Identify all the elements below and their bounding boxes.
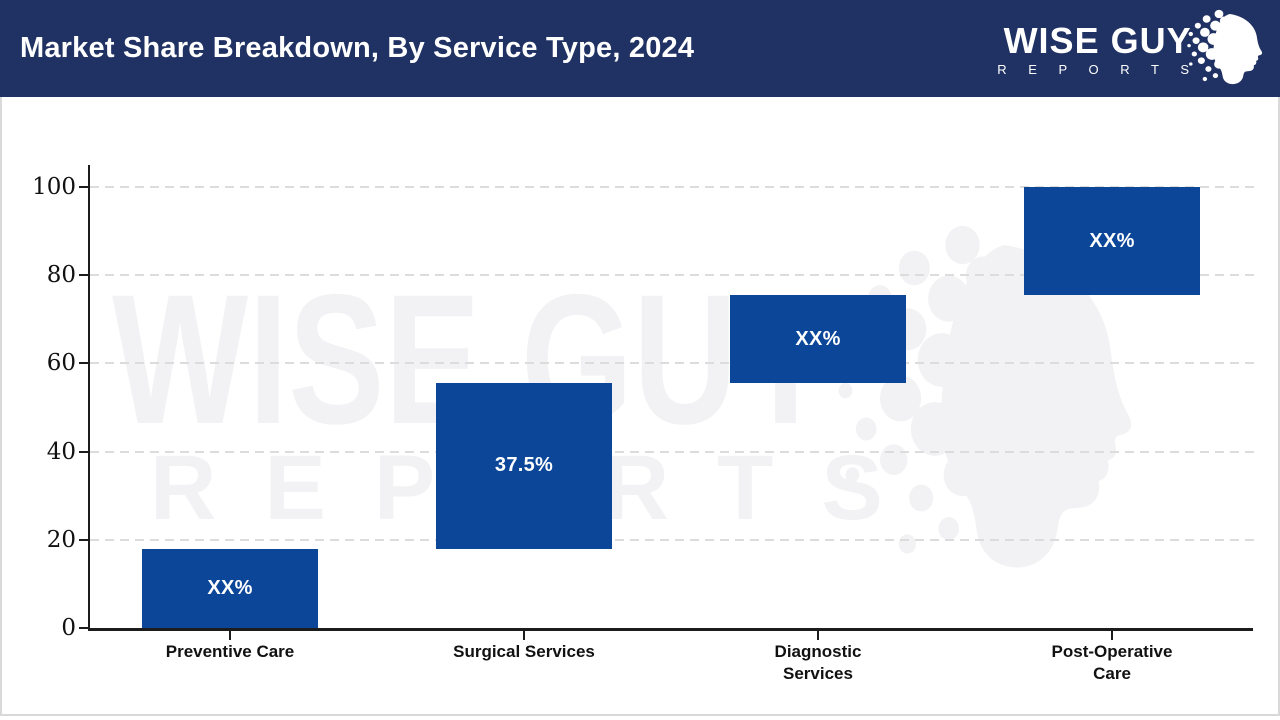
y-axis-tick [79, 186, 88, 188]
y-axis-tick [79, 538, 88, 541]
gridline [90, 274, 1255, 277]
bar-value-label: XX% [207, 576, 253, 599]
bar-preventive-care: XX% [142, 548, 318, 628]
bar-surgical-services: 37.5% [436, 383, 612, 549]
x-axis-tick [1111, 631, 1113, 640]
x-axis-spine [88, 628, 1253, 631]
logo-wordmark: WISE GUY [1003, 20, 1192, 62]
y-axis-tick-label: 60 [46, 350, 76, 377]
gridline [90, 186, 1255, 188]
wise-guy-reports-logo: WISE GUY R E P O R T S [997, 9, 1270, 89]
logo-subtitle: R E P O R T S [997, 61, 1198, 77]
y-axis-tick-label: 100 [32, 174, 76, 200]
bar-diagnostic-services: XX% [730, 295, 906, 384]
y-axis-tick [79, 274, 88, 277]
x-axis-category-label: Surgical Services [453, 642, 595, 661]
y-axis-tick [79, 627, 88, 629]
x-axis-category-label: Diagnostic Services [774, 642, 862, 684]
x-axis-tick [523, 631, 525, 640]
gridline [90, 538, 1255, 541]
x-axis-tick [817, 631, 819, 640]
bar-post-operative-care: XX% [1024, 187, 1200, 296]
bar-value-label: 37.5% [494, 454, 554, 477]
header-bar: Market Share Breakdown, By Service Type,… [0, 0, 1280, 97]
y-axis-tick-label: 80 [46, 262, 76, 289]
y-axis-tick [79, 450, 88, 453]
x-axis-category-label: Post-Operative Care [1051, 642, 1173, 684]
x-axis-category-label: Preventive Care [165, 642, 295, 661]
gridline [90, 362, 1255, 365]
y-axis-tick-label: 20 [46, 526, 76, 553]
gridline [90, 450, 1255, 453]
y-axis-tick-label: 40 [46, 438, 76, 465]
y-axis-tick [79, 362, 88, 365]
bar-value-label: XX% [1089, 229, 1135, 252]
y-axis-spine [88, 165, 90, 630]
y-axis-tick-label: 0 [61, 615, 76, 641]
x-axis-tick [229, 631, 231, 640]
bar-value-label: XX% [795, 327, 841, 350]
page-title: Market Share Breakdown, By Service Type,… [20, 32, 695, 64]
